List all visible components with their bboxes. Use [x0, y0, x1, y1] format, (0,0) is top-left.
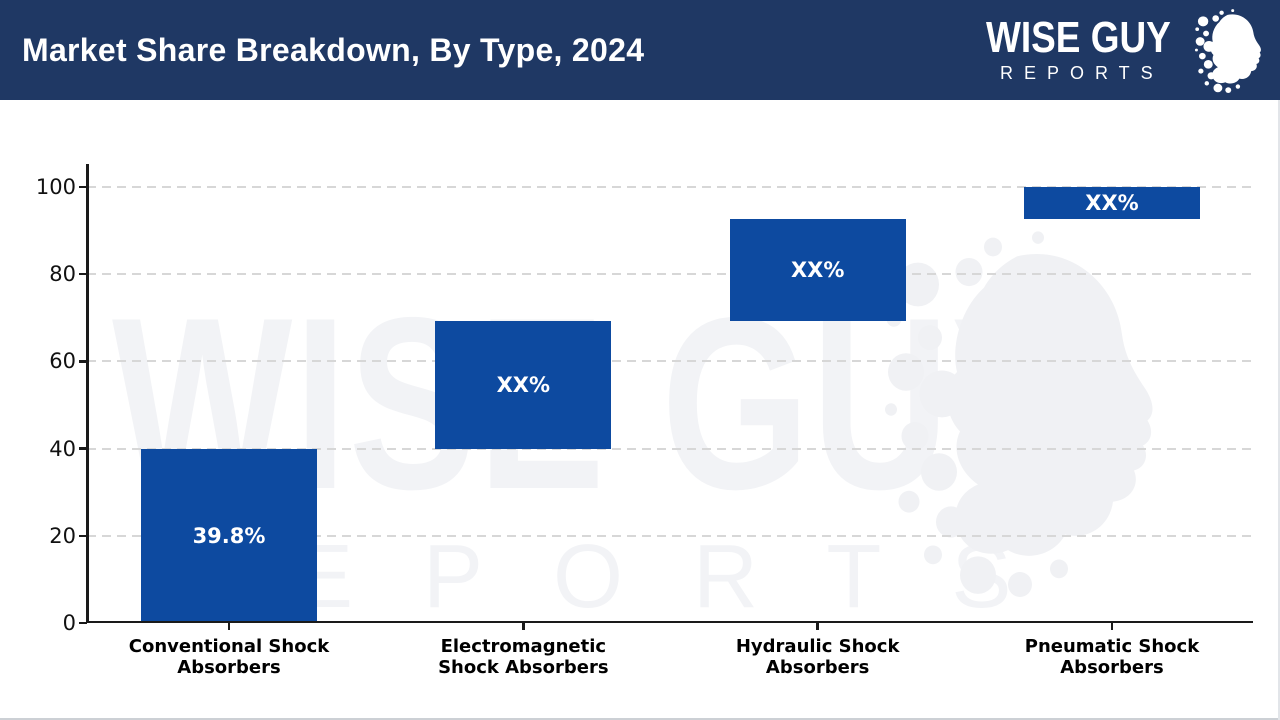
gridline-60 — [87, 360, 1253, 363]
y-tick-label-80: 80 — [49, 262, 76, 287]
logo-wiseguy-text: WISE GUY — [985, 13, 1171, 62]
gridline-80 — [87, 273, 1253, 276]
category-label-4: Pneumatic Shock Absorbers — [965, 636, 1259, 678]
bar-3: XX% — [729, 218, 906, 321]
y-tick-mark-0 — [79, 621, 87, 625]
y-tick-mark-20 — [79, 534, 87, 538]
category-label-line: Hydraulic Shock — [735, 636, 900, 657]
category-label-2: Electromagnetic Shock Absorbers — [376, 636, 670, 678]
x-tick-mark-1 — [227, 623, 231, 630]
gridline-40 — [87, 447, 1253, 450]
logo-reports-text: REPORTS — [999, 63, 1164, 83]
bar-value-label-1: 39.8% — [192, 524, 266, 549]
category-label-line: Shock Absorbers — [438, 657, 609, 678]
category-label-line: Absorbers — [177, 657, 281, 678]
bar-value-label-4: XX% — [1085, 190, 1139, 215]
gridline-20 — [87, 534, 1253, 537]
y-tick-label-40: 40 — [49, 436, 76, 461]
bar-2: XX% — [435, 320, 612, 450]
page-title: Market Share Breakdown, By Type, 2024 — [22, 31, 645, 68]
gridline-100 — [87, 186, 1253, 188]
y-axis-line — [86, 164, 89, 623]
category-label-1: Conventional Shock Absorbers — [82, 636, 376, 678]
y-tick-mark-100 — [79, 185, 87, 189]
wise-guy-logo: WISE GUY REPORTS — [986, 6, 1266, 94]
bar-value-label-3: XX% — [790, 257, 845, 282]
bar-4: XX% — [1023, 187, 1200, 219]
header-bar: Market Share Breakdown, By Type, 2024 WI… — [0, 0, 1280, 100]
y-tick-label-20: 20 — [49, 523, 76, 548]
bar-value-label-2: XX% — [496, 373, 551, 398]
y-tick-mark-40 — [79, 447, 87, 450]
y-tick-mark-80 — [79, 272, 87, 276]
category-label-line: Absorbers — [1060, 657, 1164, 678]
y-tick-label-60: 60 — [49, 349, 76, 374]
x-tick-mark-4 — [1110, 623, 1114, 630]
x-tick-mark-3 — [816, 623, 819, 630]
x-tick-mark-2 — [522, 623, 525, 630]
category-label-line: Pneumatic Shock — [1024, 636, 1200, 657]
category-label-line: Electromagnetic — [440, 636, 607, 657]
category-label-line: Conventional Shock — [128, 636, 330, 657]
bar-1: 39.8% — [141, 449, 317, 623]
category-label-line: Absorbers — [765, 657, 870, 678]
category-label-3: Hydraulic Shock Absorbers — [671, 636, 965, 678]
y-tick-label-0: 0 — [62, 611, 76, 635]
logo-text: WISE GUY REPORTS — [986, 16, 1206, 84]
y-tick-mark-60 — [79, 360, 87, 363]
x-axis-line — [86, 620, 1253, 623]
y-tick-label-100: 100 — [35, 175, 76, 199]
logo-face-icon — [1194, 9, 1261, 93]
